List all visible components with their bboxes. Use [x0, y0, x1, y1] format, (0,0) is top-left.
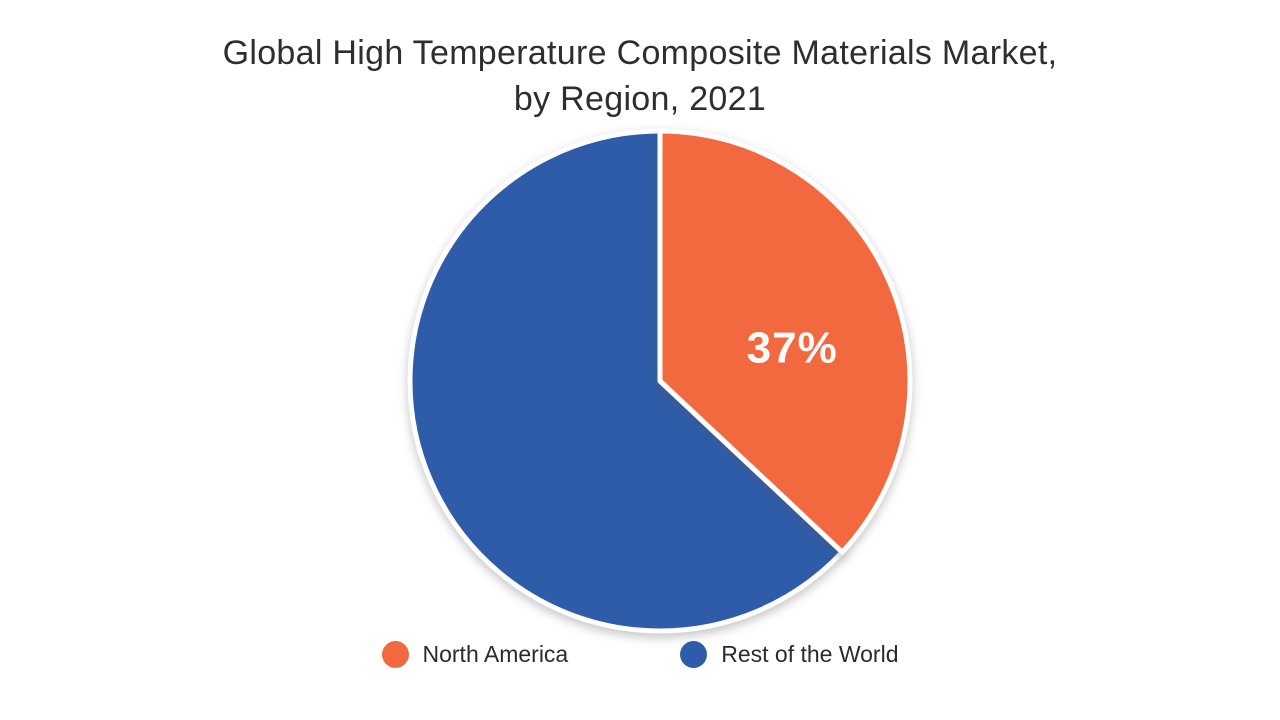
legend-swatch-north-america-icon	[381, 641, 409, 668]
legend-swatch-rest-of-the-world-icon	[680, 641, 708, 668]
chart-legend: North America Rest of the World	[0, 641, 1280, 668]
legend-item-north-america: North America	[381, 641, 569, 668]
chart-title-line2: by Region, 2021	[513, 80, 767, 118]
legend-item-rest-of-the-world: Rest of the World	[680, 641, 898, 668]
pie-slice-north-america	[657, 128, 913, 555]
chart-title: Global High Temperature Composite Materi…	[0, 30, 1280, 122]
chart-title-line1: Global High Temperature Composite Materi…	[222, 34, 1058, 72]
legend-label-north-america: North America	[422, 641, 569, 667]
pie-slice-label-north-america: 37%	[747, 323, 838, 372]
pie-slice-rest-of-the-world	[407, 128, 845, 634]
legend-label-rest-of-the-world: Rest of the World	[721, 641, 899, 667]
